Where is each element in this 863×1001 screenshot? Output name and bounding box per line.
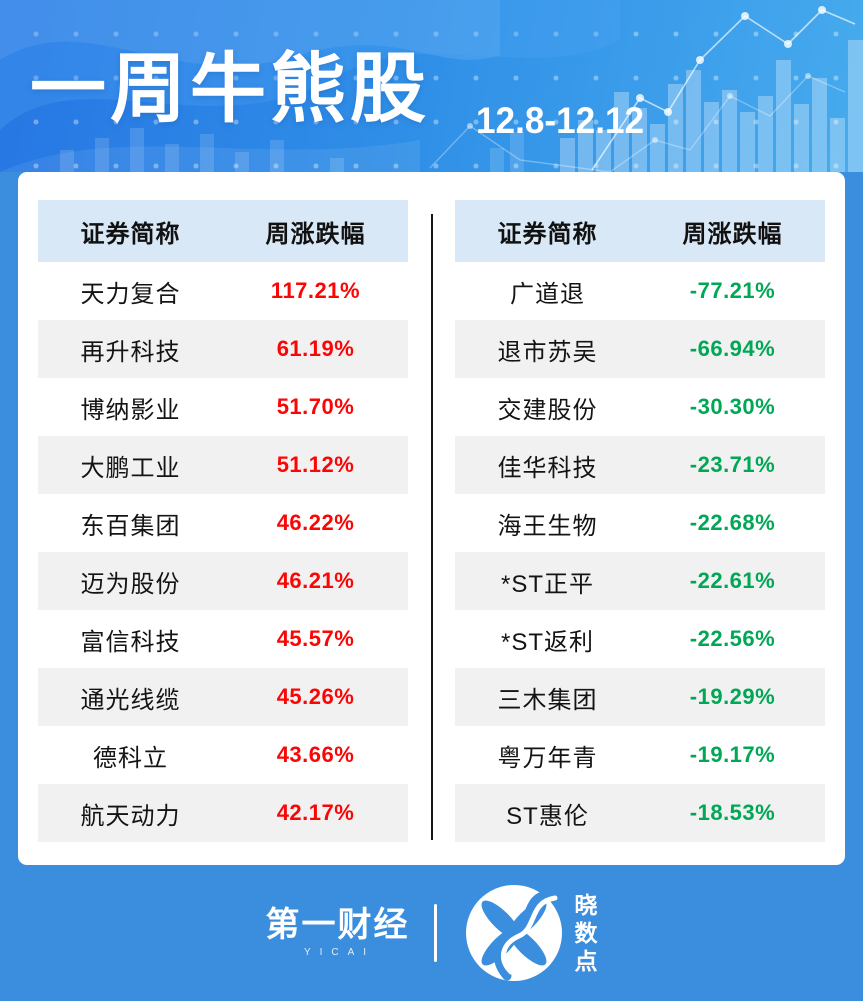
table-row: 航天动力 42.17%: [38, 784, 408, 842]
column-header-change: 周涨跌幅: [682, 220, 783, 248]
stock-name: 迈为股份: [80, 570, 181, 598]
stock-change-value: 45.26%: [276, 684, 355, 709]
xiaoshudian-logo-icon: [465, 885, 562, 981]
stock-change-value: -22.68%: [689, 510, 776, 535]
bar-chart-decoration: [560, 40, 863, 172]
date-range: 12.8-12.12: [476, 100, 645, 141]
stock-change-value: 45.57%: [276, 626, 355, 651]
yicai-logo-subtext: YICAI: [303, 946, 376, 958]
brand-char: 点: [574, 948, 598, 974]
stock-name: 佳华科技: [497, 454, 598, 482]
stock-change-value: -23.71%: [689, 452, 776, 477]
table-row: 迈为股份 46.21%: [38, 552, 408, 610]
line-chart-markers-2: [467, 73, 811, 143]
stock-name: 退市苏吴: [497, 338, 598, 366]
table-row: 佳华科技 -23.71%: [455, 436, 825, 494]
stock-change-value: 117.21%: [270, 278, 361, 303]
column-header-change: 周涨跌幅: [265, 220, 366, 248]
stock-name: *ST正平: [500, 570, 594, 598]
table-header-row: 证券简称 周涨跌幅: [38, 200, 408, 262]
stock-change-value: 51.12%: [276, 452, 355, 477]
stock-name: 海王生物: [497, 512, 598, 540]
tables-panel: 证券简称 周涨跌幅 天力复合 117.21% 再升科技 61.19% 博纳影业 …: [18, 172, 845, 865]
table-row: 交建股份 -30.30%: [455, 378, 825, 436]
stock-name: 通光线缆: [80, 686, 181, 714]
stock-name: 富信科技: [80, 628, 181, 656]
stock-name: 大鹏工业: [80, 454, 181, 482]
yicai-logo-text: 第一财经: [265, 906, 410, 945]
stock-change-value: 61.19%: [276, 336, 355, 361]
line-chart-decoration-2: [429, 75, 846, 172]
stock-name: 广道退: [510, 280, 585, 308]
table-row: *ST正平 -22.61%: [455, 552, 825, 610]
bull-stocks-table: 证券简称 周涨跌幅 天力复合 117.21% 再升科技 61.19% 博纳影业 …: [38, 200, 408, 865]
stock-name: 再升科技: [80, 338, 181, 366]
stock-name: ST惠伦: [506, 802, 589, 830]
bar-chart-decoration-faint: [60, 128, 524, 172]
brand-char: 数: [574, 920, 598, 946]
table-row: 博纳影业 51.70%: [38, 378, 408, 436]
bear-stocks-table: 证券简称 周涨跌幅 广道退 -77.21% 退市苏吴 -66.94% 交建股份 …: [455, 200, 825, 865]
table-row: 三木集团 -19.29%: [455, 668, 825, 726]
stock-change-value: 46.21%: [276, 568, 355, 593]
stock-change-value: -19.17%: [689, 742, 776, 767]
table-body: 广道退 -77.21% 退市苏吴 -66.94% 交建股份 -30.30% 佳华…: [455, 262, 825, 842]
table-row: 天力复合 117.21%: [38, 262, 408, 320]
table-row: 广道退 -77.21%: [455, 262, 825, 320]
table-row: *ST返利 -22.56%: [455, 610, 825, 668]
table-row: 海王生物 -22.68%: [455, 494, 825, 552]
table-body: 天力复合 117.21% 再升科技 61.19% 博纳影业 51.70% 大鹏工…: [38, 262, 408, 842]
stock-name: 三木集团: [497, 686, 598, 714]
table-row: 通光线缆 45.26%: [38, 668, 408, 726]
stock-name: 博纳影业: [80, 396, 181, 424]
column-header-name: 证券简称: [80, 220, 181, 248]
stock-change-value: 46.22%: [276, 510, 355, 535]
line-chart-decoration: [591, 9, 856, 171]
wave-shape: [0, 140, 420, 172]
yicai-logo: 第一财经 YICAI: [265, 906, 410, 958]
stock-change-value: -19.29%: [689, 684, 776, 709]
column-header-name: 证券简称: [497, 220, 598, 248]
stock-change-value: 51.70%: [276, 394, 355, 419]
table-header-row: 证券简称 周涨跌幅: [455, 200, 825, 262]
stock-name: 航天动力: [80, 802, 181, 830]
stock-name: 东百集团: [80, 512, 181, 540]
stock-change-value: -66.94%: [689, 336, 776, 361]
line-chart-markers: [636, 6, 826, 116]
wave-shape: [0, 0, 620, 130]
stock-name: 粤万年青: [497, 744, 598, 772]
table-row: 退市苏吴 -66.94%: [455, 320, 825, 378]
table-row: 德科立 43.66%: [38, 726, 408, 784]
table-row: 富信科技 45.57%: [38, 610, 408, 668]
stock-name: 交建股份: [497, 396, 598, 424]
stock-change-value: -77.21%: [689, 278, 776, 303]
xiaoshudian-logo-text: 晓 数 点: [575, 891, 598, 975]
banner-decoration: [0, 0, 863, 172]
page-title: 一周牛熊股: [30, 47, 430, 132]
stock-change-value: 42.17%: [276, 800, 355, 825]
table-row: 东百集团 46.22%: [38, 494, 408, 552]
stock-change-value: 43.66%: [276, 742, 355, 767]
wave-shape: [0, 0, 500, 66]
brand-char: 晓: [574, 892, 598, 918]
vertical-divider: [430, 214, 433, 840]
table-row: 粤万年青 -19.17%: [455, 726, 825, 784]
brand-divider: [433, 904, 437, 962]
stock-name: 德科立: [93, 744, 168, 772]
stock-change-value: -18.53%: [689, 800, 776, 825]
table-row: ST惠伦 -18.53%: [455, 784, 825, 842]
table-row: 大鹏工业 51.12%: [38, 436, 408, 494]
header-banner: 一周牛熊股 12.8-12.12: [0, 0, 863, 172]
stock-name: *ST返利: [500, 628, 594, 656]
stock-change-value: -22.61%: [689, 568, 776, 593]
footer-brand-bar: 第一财经 YICAI 晓 数 点: [0, 865, 863, 1001]
table-row: 再升科技 61.19%: [38, 320, 408, 378]
stock-change-value: -22.56%: [689, 626, 776, 651]
stock-change-value: -30.30%: [689, 394, 776, 419]
stock-name: 天力复合: [80, 280, 181, 308]
